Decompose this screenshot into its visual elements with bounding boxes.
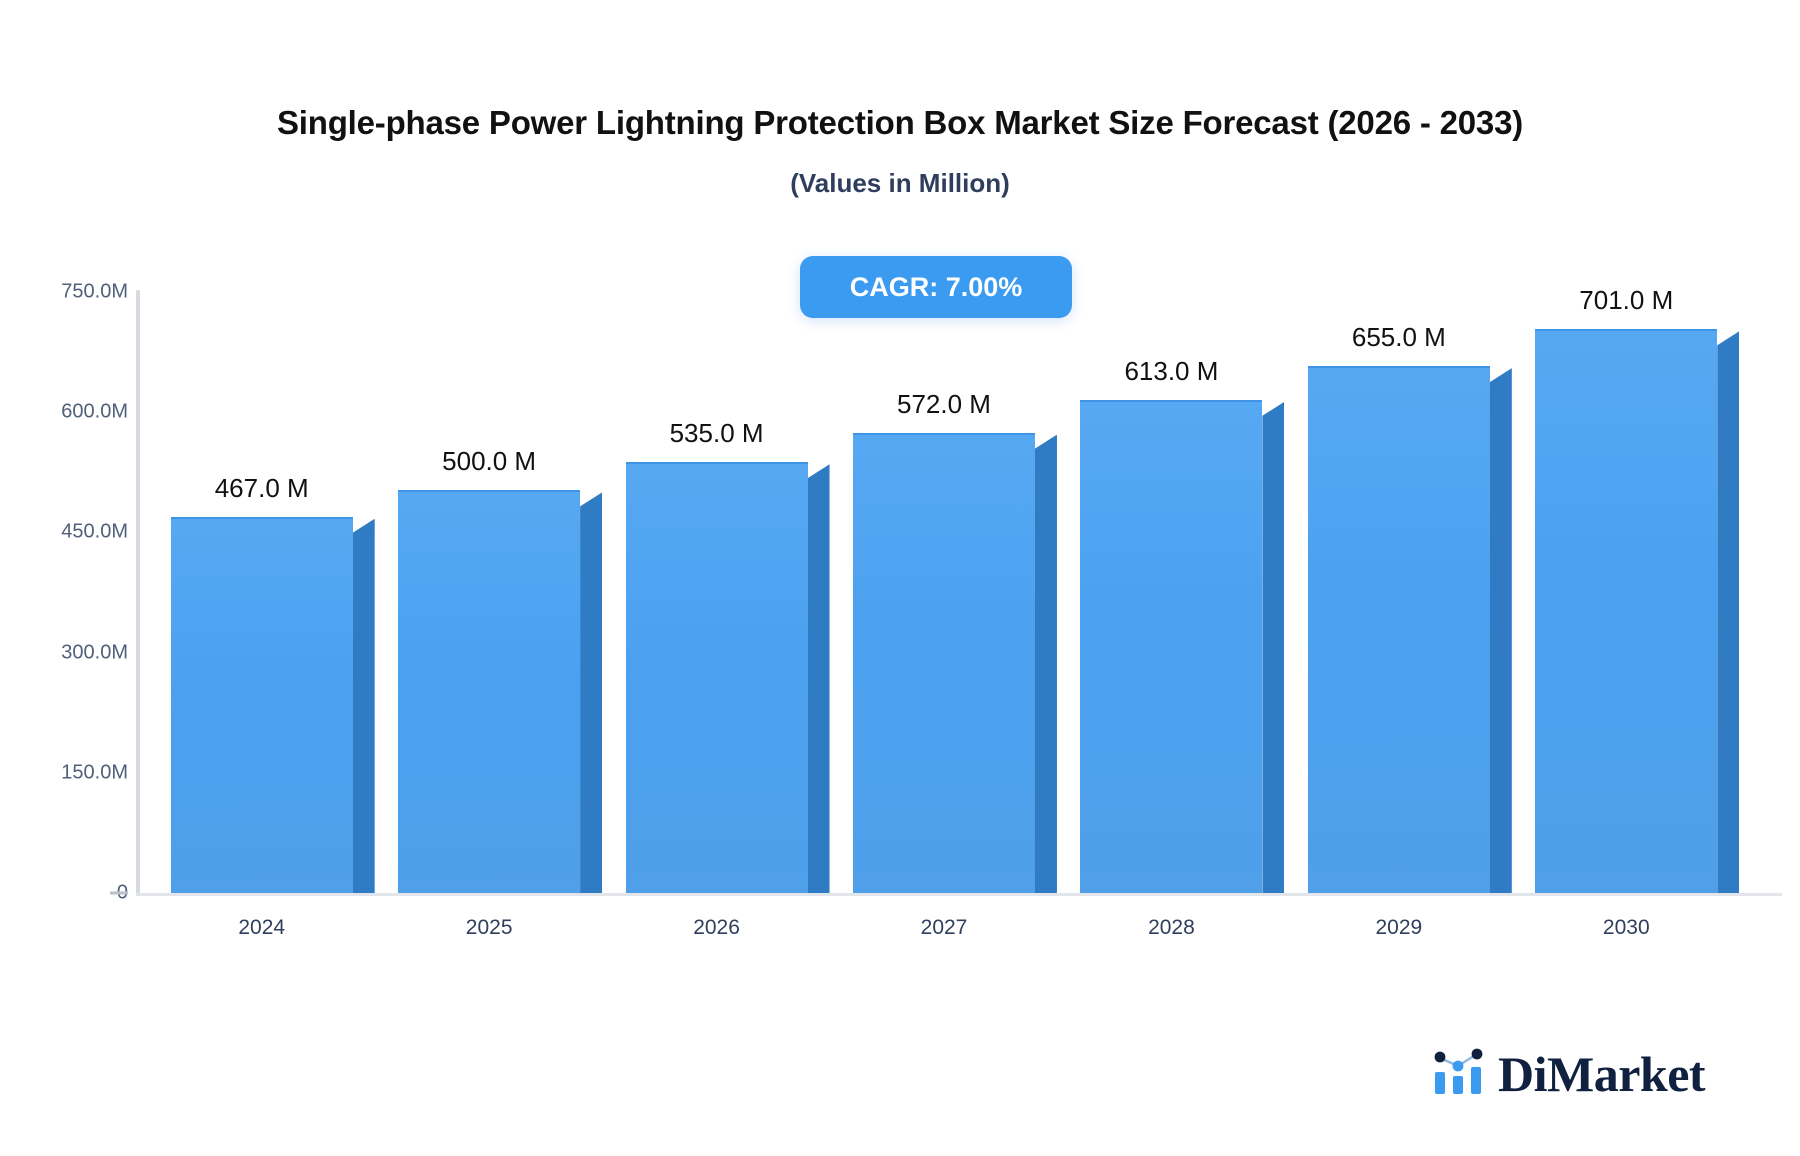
bar-chart-logo-icon xyxy=(1432,1046,1486,1101)
y-axis-line xyxy=(136,290,140,895)
bar-front-face xyxy=(398,490,581,893)
bar-value-label: 572.0 M xyxy=(897,388,991,419)
bar-side-face xyxy=(1489,368,1512,893)
bar-front-face xyxy=(1535,329,1718,893)
y-axis-tick-label: 450.0M xyxy=(61,520,128,543)
bar-value-label: 613.0 M xyxy=(1124,355,1219,386)
chart-title: Single-phase Power Lightning Protection … xyxy=(276,104,1524,141)
bar-side-face xyxy=(1034,434,1057,893)
bar-side-face xyxy=(580,492,603,893)
bar[interactable]: 500.0 M xyxy=(398,446,603,893)
y-axis-tick-label: 150.0M xyxy=(61,761,128,784)
bar[interactable]: 467.0 M xyxy=(170,473,375,893)
chart-subtitle: (Values in Million) xyxy=(790,168,1010,198)
y-axis-tick-label: 300.0M xyxy=(61,641,128,664)
cagr-badge-label: CAGR: 7.00% xyxy=(849,271,1023,302)
x-axis-tick-label: 2025 xyxy=(465,916,513,939)
x-axis-tick-label: 2024 xyxy=(238,916,286,939)
bar-front-face xyxy=(1307,366,1490,893)
bar-side-face xyxy=(807,464,830,893)
bar[interactable]: 572.0 M xyxy=(853,389,1057,893)
cagr-badge: CAGR: 7.00% xyxy=(800,256,1072,318)
bar-front-face xyxy=(625,462,808,893)
dimarket-logo: DiMarket xyxy=(1432,1045,1706,1102)
x-axis-tick-label: 2029 xyxy=(1375,916,1423,939)
bar[interactable]: 613.0 M xyxy=(1080,356,1285,893)
bar-value-label: 655.0 M xyxy=(1351,322,1446,353)
bar-side-face xyxy=(1262,401,1285,893)
x-axis-line xyxy=(136,893,1782,896)
bar-front-face xyxy=(170,516,353,893)
bar[interactable]: 701.0 M xyxy=(1535,285,1740,893)
x-axis-tick-label: 2028 xyxy=(1148,916,1195,939)
bar-value-label: 467.0 M xyxy=(214,472,309,503)
bar-value-label: 701.0 M xyxy=(1579,285,1674,316)
x-axis-tick-label: 2027 xyxy=(920,916,968,939)
y-axis-tick-mark xyxy=(110,891,128,895)
x-axis-tick-label: 2026 xyxy=(693,916,740,939)
bar-front-face xyxy=(1080,399,1263,893)
y-axis-tick-label: 600.0M xyxy=(61,400,128,423)
y-axis-tick-label: 750.0M xyxy=(61,280,128,303)
bar-value-label: 500.0 M xyxy=(442,446,537,477)
bar-side-face xyxy=(352,518,375,893)
bar-side-face xyxy=(1717,331,1740,893)
bar-front-face xyxy=(853,432,1035,893)
logo-text: DiMarket xyxy=(1498,1045,1706,1102)
bar[interactable]: 535.0 M xyxy=(625,418,830,893)
bar[interactable]: 655.0 M xyxy=(1307,322,1512,893)
bar-value-label: 535.0 M xyxy=(669,418,764,449)
x-axis-tick-label: 2030 xyxy=(1602,916,1650,939)
